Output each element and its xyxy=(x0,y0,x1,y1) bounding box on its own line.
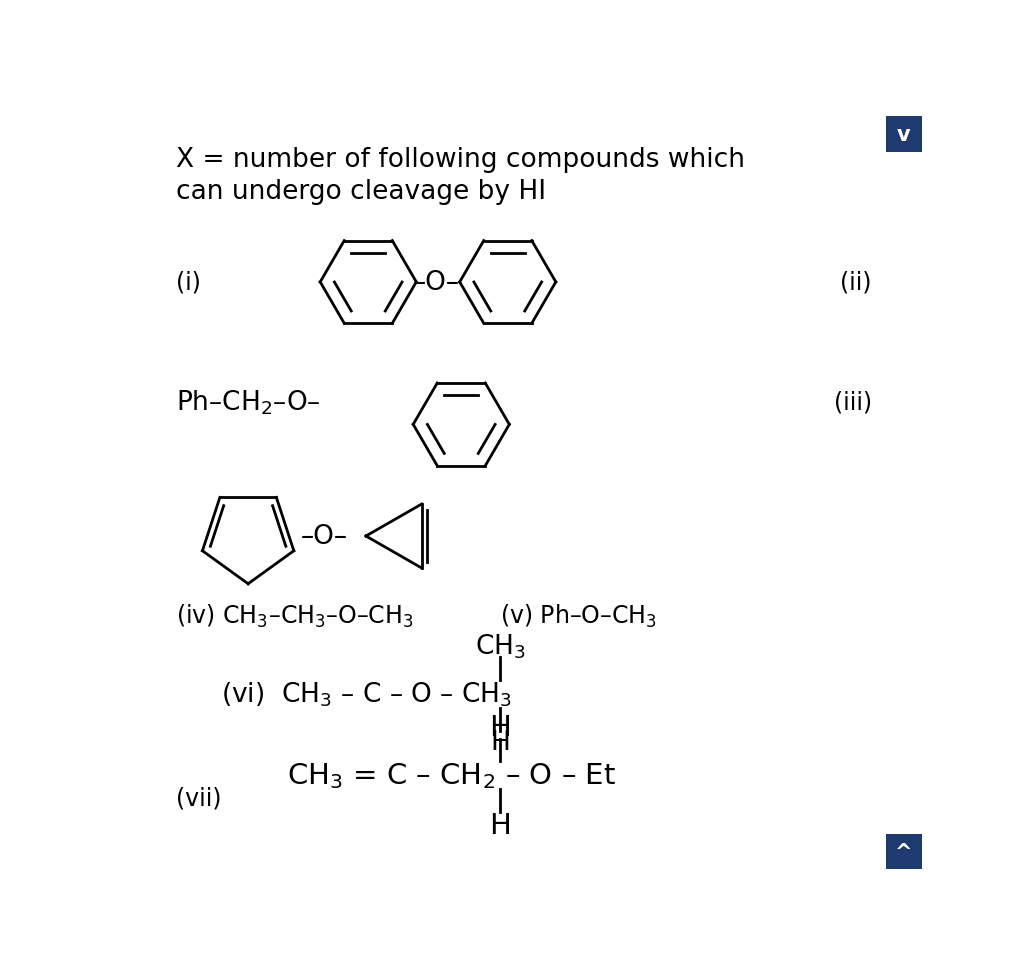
Text: (i): (i) xyxy=(176,271,201,295)
Text: –O–: –O– xyxy=(413,270,460,296)
FancyBboxPatch shape xyxy=(886,117,922,152)
Text: H: H xyxy=(489,811,511,839)
Text: (vii): (vii) xyxy=(176,786,221,810)
Text: –O–: –O– xyxy=(301,524,347,549)
Text: (v) Ph–O–CH$_3$: (v) Ph–O–CH$_3$ xyxy=(500,602,657,629)
Text: CH$_3$: CH$_3$ xyxy=(474,632,525,660)
Text: ^: ^ xyxy=(895,842,912,862)
FancyBboxPatch shape xyxy=(886,834,922,870)
Text: Ph–CH$_2$–O–: Ph–CH$_2$–O– xyxy=(176,388,321,416)
Text: (vi)  CH$_3$ – C – O – CH$_3$: (vi) CH$_3$ – C – O – CH$_3$ xyxy=(221,680,512,708)
Text: v: v xyxy=(897,125,910,145)
Text: (iv) CH$_3$–CH$_3$–O–CH$_3$: (iv) CH$_3$–CH$_3$–O–CH$_3$ xyxy=(176,602,414,629)
Text: X = number of following compounds which: X = number of following compounds which xyxy=(176,147,745,173)
Text: (ii): (ii) xyxy=(841,271,872,295)
Text: H: H xyxy=(489,713,511,742)
Text: can undergo cleavage by HI: can undergo cleavage by HI xyxy=(176,179,546,205)
Text: CH$_3$ = C – CH$_2$ – O – Et: CH$_3$ = C – CH$_2$ – O – Et xyxy=(287,760,616,789)
Text: (iii): (iii) xyxy=(834,390,872,414)
Text: H: H xyxy=(490,729,510,755)
